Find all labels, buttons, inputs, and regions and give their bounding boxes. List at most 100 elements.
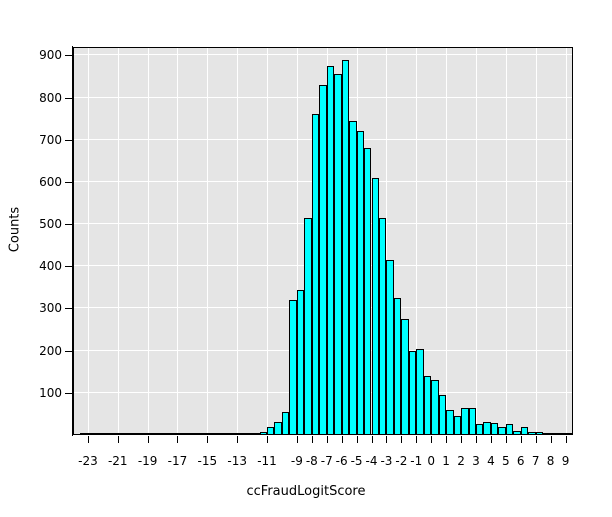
histogram-bar (364, 148, 372, 435)
x-axis-tick-label: -23 (78, 454, 98, 468)
x-axis-tick-label: 5 (502, 454, 510, 468)
x-axis-tick-mark (461, 436, 463, 443)
x-axis-tick-label: -1 (410, 454, 423, 468)
histogram-bar (505, 424, 514, 435)
x-axis-tick-label: 6 (516, 454, 525, 468)
x-axis-tick-mark (505, 436, 507, 443)
x-axis-tick-mark (416, 436, 418, 443)
histogram-bar (483, 422, 491, 435)
histogram-bar (170, 433, 178, 435)
histogram-bar (274, 422, 282, 435)
gridline-vertical (565, 47, 567, 435)
histogram-bar (199, 433, 208, 435)
x-axis-tick-mark (296, 436, 298, 443)
x-axis-tick-mark (147, 436, 149, 443)
x-axis-tick-label: -19 (137, 454, 158, 468)
histogram-bar (162, 433, 170, 435)
histogram-bar (371, 177, 379, 435)
x-axis-tick-label: 3 (472, 454, 480, 468)
x-axis-tick-label: 0 (427, 454, 436, 468)
histogram-bar (475, 424, 484, 435)
x-axis-tick-mark (490, 436, 492, 443)
x-axis-tick-label: -5 (350, 454, 363, 468)
x-axis-tick-mark (326, 436, 328, 443)
histogram-bar (222, 433, 230, 435)
histogram-bar (490, 423, 499, 435)
histogram-bar (80, 433, 88, 435)
y-axis-label: Counts (7, 206, 23, 253)
gridline-vertical (177, 47, 179, 435)
y-axis-tick-mark (65, 97, 72, 99)
x-axis-tick-label: -21 (107, 454, 128, 468)
x-axis-tick-mark (356, 436, 358, 443)
x-axis-tick-mark (475, 436, 477, 443)
y-axis-tick-mark (65, 392, 72, 394)
histogram-bar (311, 114, 320, 435)
gridline-vertical (386, 47, 388, 435)
y-axis-tick-mark (65, 181, 72, 183)
histogram-bar (252, 433, 260, 435)
x-axis-tick-mark (431, 436, 433, 443)
histogram-bar (520, 427, 529, 435)
histogram-bar (356, 131, 365, 435)
gridline-vertical (446, 47, 448, 435)
histogram-bar (125, 433, 133, 435)
histogram-bar (498, 426, 506, 435)
x-axis-tick-mark (207, 436, 209, 443)
histogram-bar (378, 217, 387, 435)
y-axis-tick-mark (65, 266, 72, 268)
histogram-bar (565, 433, 573, 435)
histogram-bar (281, 411, 290, 435)
histogram-bar (446, 409, 454, 435)
histogram-bar (543, 433, 551, 435)
histogram-bar (408, 350, 417, 435)
x-axis-tick-mark (117, 436, 119, 443)
x-axis-tick-label: 1 (442, 454, 450, 468)
x-axis-tick-mark (446, 436, 448, 443)
x-axis-tick-mark (535, 436, 537, 443)
x-axis-tick-label: -3 (380, 454, 393, 468)
histogram-bar (267, 427, 275, 435)
y-axis-line (72, 46, 73, 436)
histogram-bar (341, 59, 350, 435)
x-axis-tick-label: -9 (290, 454, 303, 468)
y-axis-tick-mark (65, 139, 72, 141)
histogram-bar (184, 433, 193, 435)
x-axis-tick-mark (177, 436, 179, 443)
histogram-bar (117, 433, 126, 435)
gridline-vertical (475, 47, 477, 435)
x-axis-tick-mark (401, 436, 403, 443)
histogram-bar (244, 433, 253, 435)
y-axis-tick-label: 800 (39, 90, 62, 105)
x-axis-tick-label: 7 (531, 454, 540, 468)
gridline-horizontal (73, 54, 573, 56)
histogram-bar (304, 217, 312, 435)
histogram-bar (349, 120, 357, 435)
x-axis-tick-mark (267, 436, 269, 443)
histogram-bar (102, 433, 111, 435)
x-axis-tick-label: -2 (395, 454, 408, 468)
histogram-bar (132, 433, 141, 435)
y-axis-tick-label: 100 (39, 385, 62, 400)
x-axis-tick-label: -17 (167, 454, 188, 468)
histogram-bar (110, 433, 118, 435)
histogram-bar (535, 432, 544, 435)
histogram-bar (259, 431, 268, 435)
y-axis-tick-label: 400 (39, 259, 62, 274)
y-axis-tick-mark (65, 350, 72, 352)
histogram-bar (401, 319, 409, 435)
x-axis-tick-label: -4 (365, 454, 378, 468)
y-axis-tick-label: 600 (39, 174, 62, 189)
gridline-vertical (416, 47, 418, 435)
y-axis-tick-mark (65, 55, 72, 57)
histogram-bar (468, 407, 476, 435)
y-axis-tick-mark (65, 224, 72, 226)
histogram-bar (393, 297, 402, 435)
histogram-bar (558, 433, 566, 435)
histogram-bar (214, 433, 223, 435)
gridline-vertical (535, 47, 537, 435)
y-axis-tick-label: 700 (39, 132, 62, 147)
histogram-bar (528, 432, 536, 435)
x-axis-tick-mark (87, 436, 89, 443)
